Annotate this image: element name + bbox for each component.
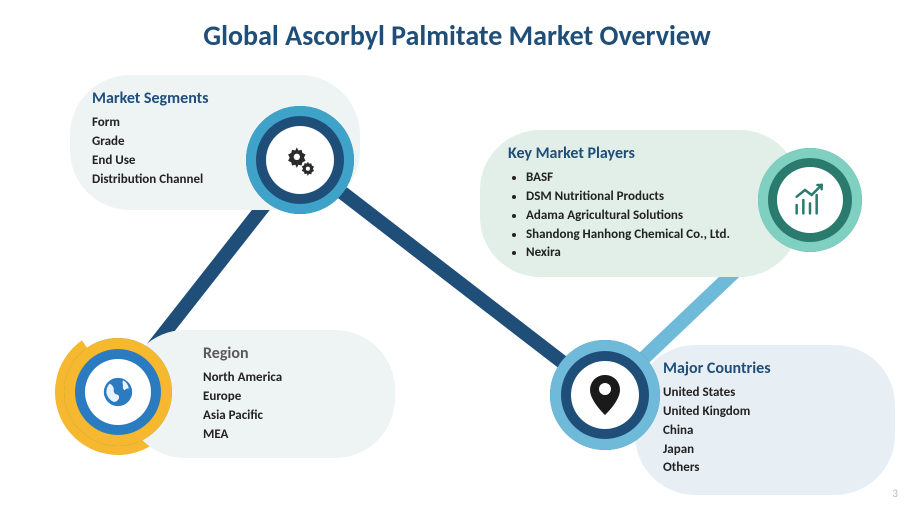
list-item: BASF: [526, 169, 772, 188]
infographic-canvas: Global Ascorbyl Palmitate Market Overvie…: [0, 0, 914, 510]
players-heading: Key Market Players: [508, 144, 772, 163]
list-item: China: [663, 422, 867, 441]
players-card: Key Market Players BASF DSM Nutritional …: [480, 130, 800, 277]
list-item: United Kingdom: [663, 403, 867, 422]
pin-icon: [571, 361, 639, 429]
list-item: United States: [663, 384, 867, 403]
players-list: BASF DSM Nutritional Products Adama Agri…: [508, 169, 772, 263]
list-item: Europe: [203, 388, 367, 407]
list-item: Asia Pacific: [203, 407, 367, 426]
segments-circle: [246, 106, 354, 214]
globe-icon: [85, 359, 151, 425]
countries-circle: [550, 340, 660, 450]
region-circle: [64, 338, 172, 446]
list-item: Others: [663, 459, 867, 478]
region-heading: Region: [203, 344, 367, 363]
list-item: Shandong Hanhong Chemical Co., Ltd.: [526, 226, 772, 245]
list-item: DSM Nutritional Products: [526, 188, 772, 207]
region-list: North America Europe Asia Pacific MEA: [203, 369, 367, 444]
gears-icon: [266, 126, 334, 194]
list-item: MEA: [203, 426, 367, 445]
countries-card: Major Countries United States United Kin…: [635, 345, 895, 495]
countries-heading: Major Countries: [663, 359, 867, 378]
countries-list: United States United Kingdom China Japan…: [663, 384, 867, 478]
players-circle: [758, 148, 862, 252]
list-item: Japan: [663, 441, 867, 460]
list-item: Nexira: [526, 244, 772, 263]
list-item: North America: [203, 369, 367, 388]
page-number: 3: [892, 487, 898, 500]
chart-icon: [777, 167, 843, 233]
list-item: Adama Agricultural Solutions: [526, 207, 772, 226]
page-title: Global Ascorbyl Palmitate Market Overvie…: [0, 0, 914, 53]
